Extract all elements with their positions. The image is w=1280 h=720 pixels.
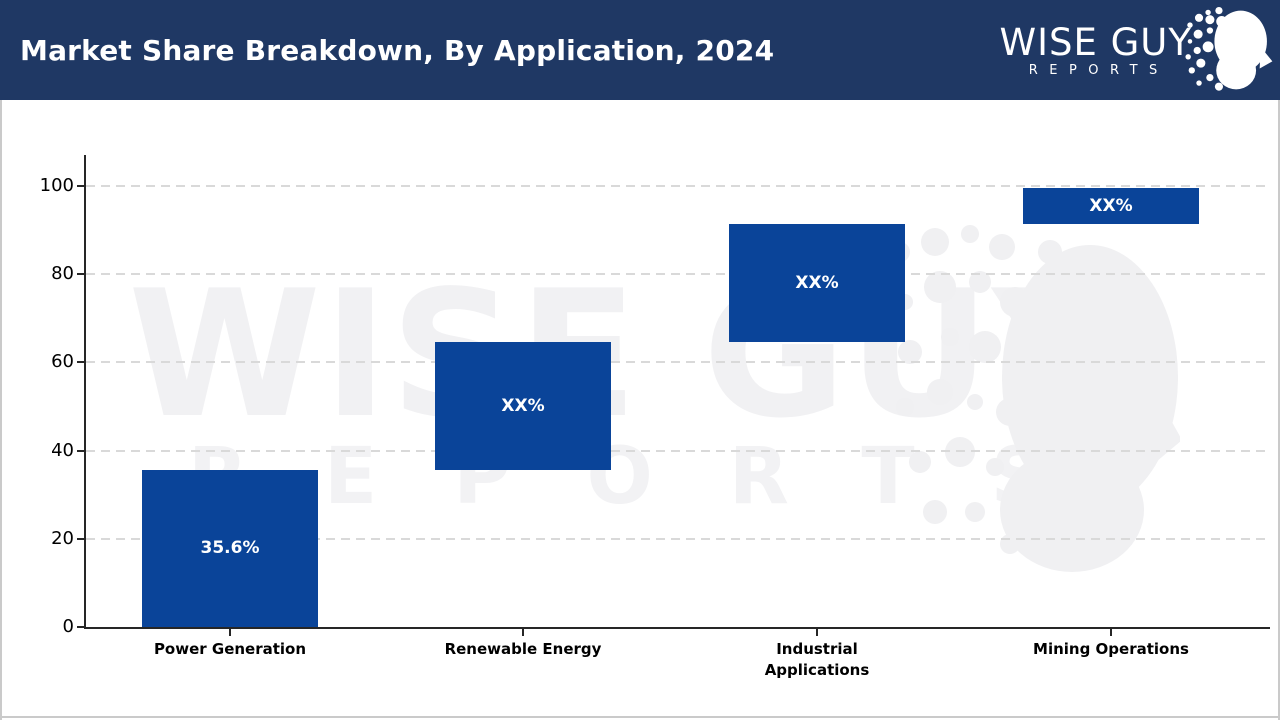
bar-value-label-3: XX% xyxy=(1089,196,1133,217)
bar-value-label-1: XX% xyxy=(501,395,545,416)
x-tick-mark-1 xyxy=(522,629,524,636)
gridline-40 xyxy=(86,449,1270,452)
gridline-20 xyxy=(86,537,1270,540)
logo-wiseguy-text: WISE GUY xyxy=(999,20,1192,64)
frame-border-bottom xyxy=(0,716,1280,718)
y-tick-label-40: 40 xyxy=(51,439,74,461)
chart-title: Market Share Breakdown, By Application, … xyxy=(20,33,775,67)
category-label-3: Mining Operations xyxy=(1033,640,1189,658)
bar-3: XX% xyxy=(1023,187,1199,225)
bar-value-label-2: XX% xyxy=(795,273,839,293)
x-axis-line xyxy=(84,627,1270,629)
y-tick-mark-60 xyxy=(77,361,84,364)
frame-border-left xyxy=(0,100,2,720)
category-label-2: Industrial Applications xyxy=(764,640,870,679)
x-tick-mark-3 xyxy=(1110,629,1112,636)
frame-border-right xyxy=(1278,100,1280,720)
gridline-100 xyxy=(86,185,1270,187)
logo-wordmark: WISE GUY REPORTS xyxy=(1000,24,1192,77)
wise-guy-reports-logo: WISE GUY REPORTS xyxy=(1000,0,1276,100)
bar-value-label-0: 35.6% xyxy=(200,538,260,559)
y-tick-mark-40 xyxy=(77,449,84,452)
y-tick-mark-0 xyxy=(77,626,84,628)
logo-face-icon xyxy=(1185,7,1273,91)
y-tick-label-60: 60 xyxy=(51,351,74,373)
watermark-face-graphic xyxy=(890,225,1180,572)
gridline-80 xyxy=(86,273,1270,276)
y-axis-line xyxy=(84,155,86,629)
y-tick-mark-100 xyxy=(77,185,84,187)
bar-2: XX% xyxy=(729,224,905,342)
category-label-0: Power Generation xyxy=(153,640,307,658)
logo-reports-text: REPORTS xyxy=(1028,62,1169,78)
bar-0: 35.6% xyxy=(142,470,318,627)
x-tick-mark-2 xyxy=(816,629,818,636)
y-tick-mark-80 xyxy=(77,273,84,276)
category-label-1: Renewable Energy xyxy=(444,640,602,658)
y-tick-mark-20 xyxy=(77,537,84,540)
y-tick-label-80: 80 xyxy=(51,263,74,285)
y-tick-label-100: 100 xyxy=(39,175,74,196)
y-tick-label-0: 0 xyxy=(62,616,74,637)
watermark-wiseguy-text: WISE GUY xyxy=(128,254,1122,457)
x-tick-mark-0 xyxy=(229,629,231,636)
y-tick-label-20: 20 xyxy=(51,527,74,549)
bar-1: XX% xyxy=(435,341,611,470)
gridline-60 xyxy=(86,361,1270,364)
header-band: Market Share Breakdown, By Application, … xyxy=(0,0,1280,100)
